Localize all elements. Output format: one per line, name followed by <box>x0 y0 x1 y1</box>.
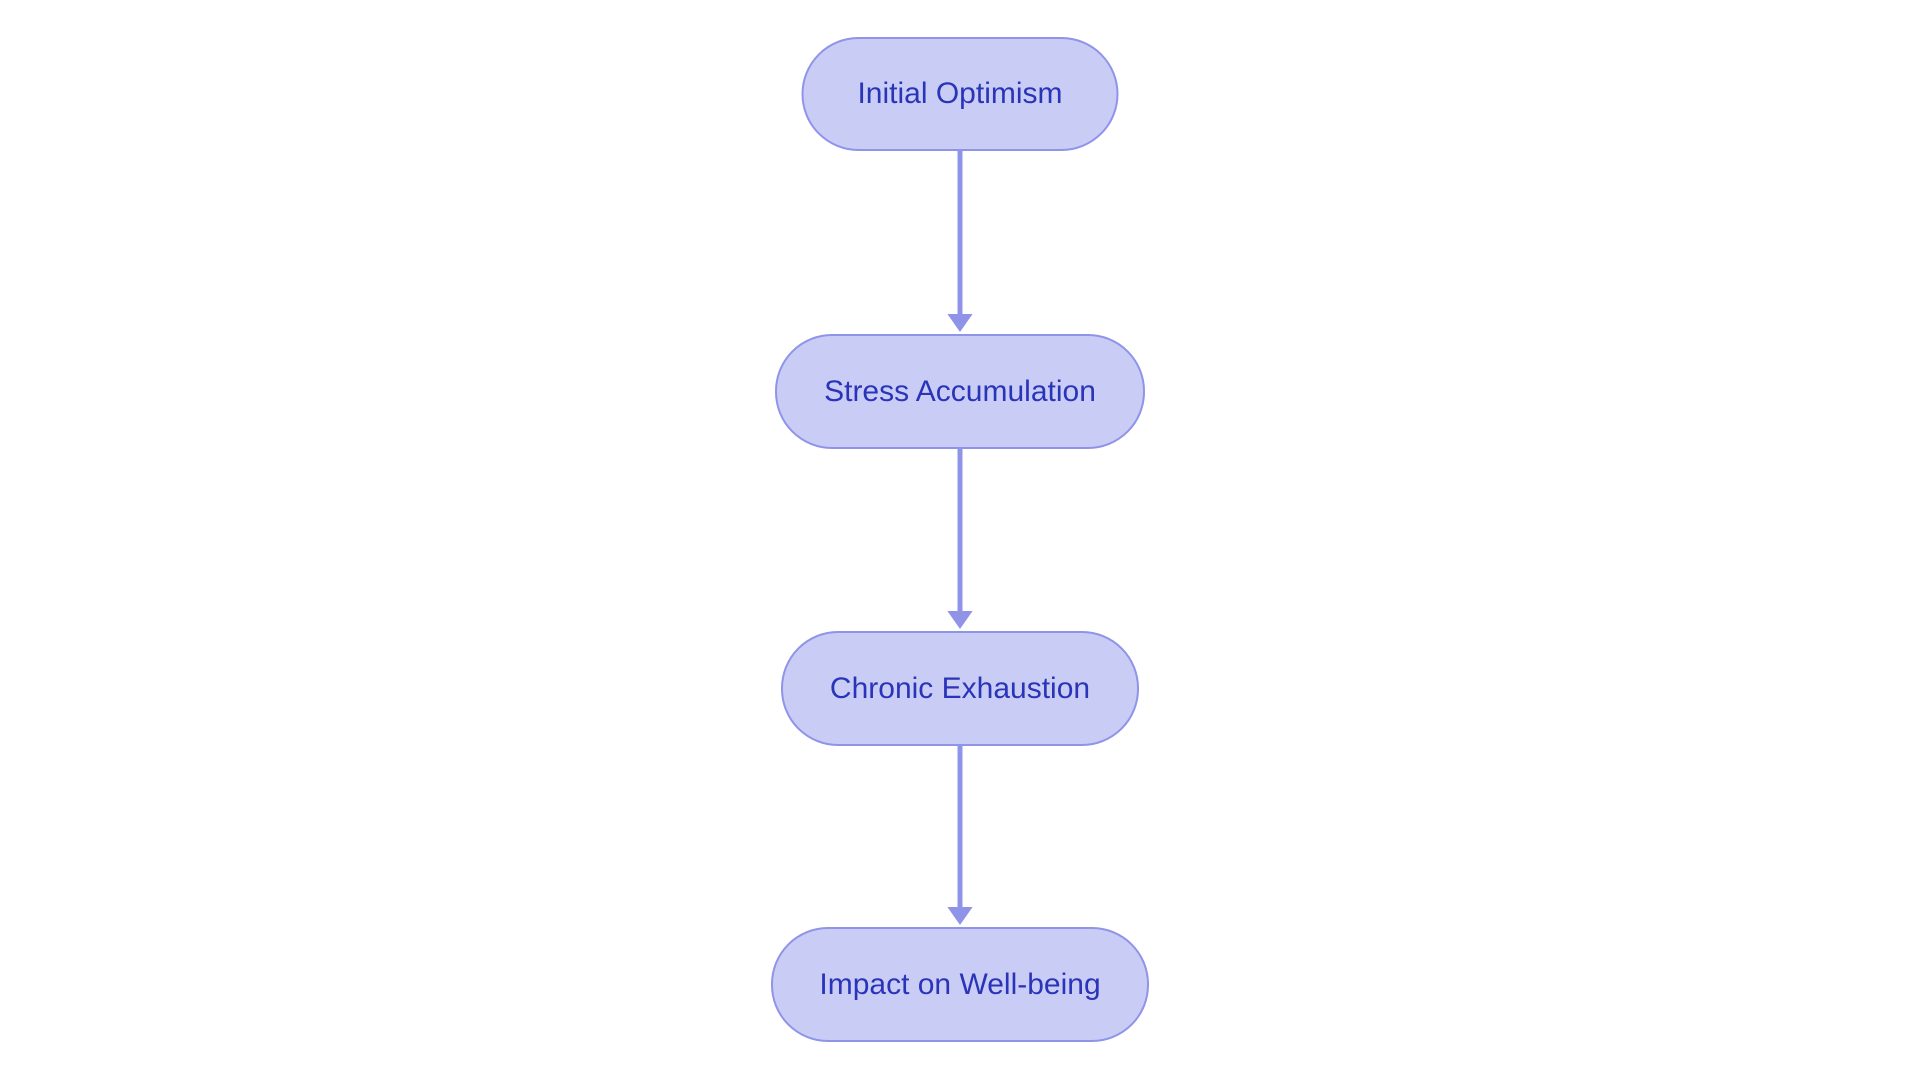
flow-arrow-1 <box>940 151 980 332</box>
flow-node-label: Stress Accumulation <box>824 375 1096 409</box>
flow-node-n4: Impact on Well-being <box>771 927 1149 1042</box>
flow-node-n2: Stress Accumulation <box>775 334 1145 449</box>
flow-node-n3: Chronic Exhaustion <box>781 631 1139 746</box>
flowchart-container: Initial Optimism Stress Accumulation Chron… <box>710 0 1210 1083</box>
flow-node-label: Impact on Well-being <box>819 968 1100 1002</box>
flow-node-label: Initial Optimism <box>857 77 1062 111</box>
flow-node-n1: Initial Optimism <box>802 37 1119 151</box>
flow-arrow-2 <box>940 449 980 629</box>
flow-arrow-3 <box>940 746 980 925</box>
flow-node-label: Chronic Exhaustion <box>830 672 1090 706</box>
